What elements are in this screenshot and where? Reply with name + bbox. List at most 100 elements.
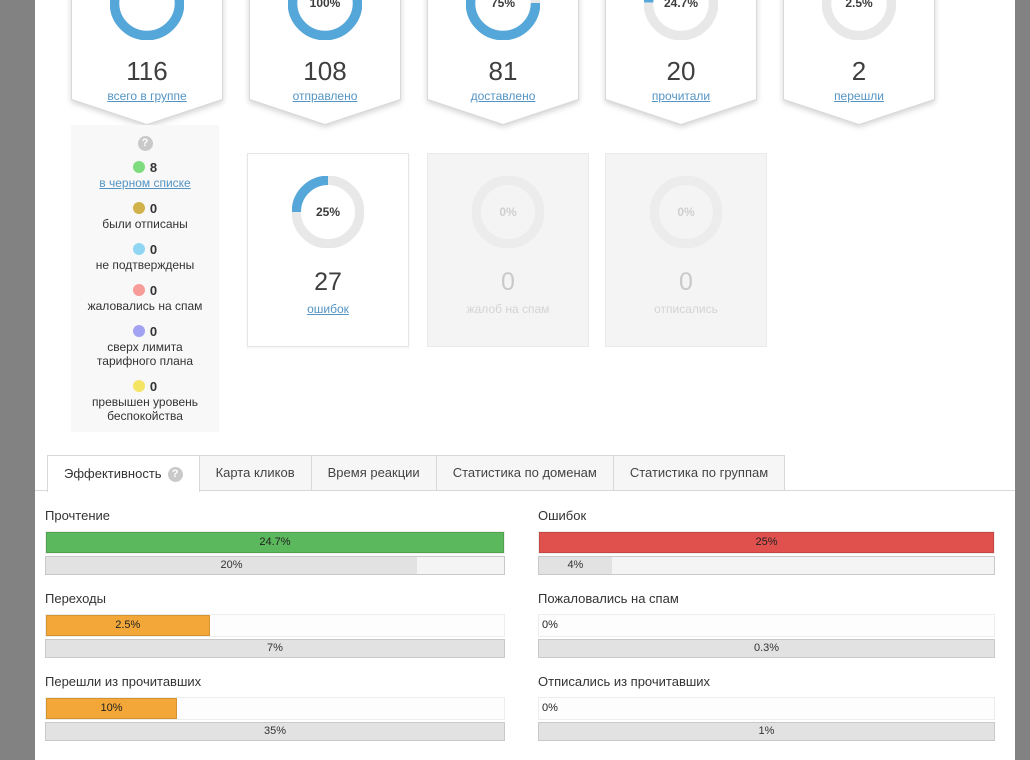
card-body (250, 0, 400, 124)
value-bar: 25% (538, 531, 995, 554)
card-shape (71, 0, 223, 125)
stat-value: 27 (314, 268, 342, 296)
help-icon[interactable]: ? (167, 466, 183, 482)
ring-track (822, 0, 896, 40)
card-shape (427, 0, 579, 125)
average-bar-label: 35% (263, 725, 287, 737)
donut-chart: 75% (466, 0, 540, 40)
stat-card-total: 116 всего в группе (71, 0, 223, 125)
value-bar-label: 0% (542, 619, 558, 631)
tab-label: Время реакции (327, 465, 420, 480)
unconfirmed-dot (132, 243, 145, 255)
donut-percent-label: 24.7% (663, 0, 699, 10)
stat-value: 81 (488, 56, 518, 86)
average-bar-fill: 7% (46, 640, 504, 657)
stat-card-spam: 0% 0 жалоб на спам (427, 153, 589, 347)
spam-dot (132, 284, 145, 296)
donut-percent-label: 100% (309, 0, 341, 10)
stat-link-clicked[interactable]: перешли (834, 89, 884, 103)
value-bar: 24.7% (45, 531, 505, 554)
average-bar: 35% (45, 722, 505, 741)
average-bar-fill: 0.3% (539, 640, 994, 657)
ring-progress (110, 0, 184, 40)
tab-label: Статистика по группам (629, 465, 769, 480)
tab-bar: Эффективность ? Карта кликов Время реакц… (47, 455, 786, 492)
chart-clicks: Переходы 2.5% 7% (45, 591, 505, 658)
ring-progress (292, 176, 364, 248)
charts-left-column: Прочтение 24.7% 20% Переходы (45, 508, 505, 757)
average-bar: 1% (538, 722, 995, 741)
effectiveness-panel: Прочтение 24.7% 20% Переходы (35, 490, 1015, 760)
chart-title: Переходы (45, 591, 106, 606)
legend-count: 0 (149, 378, 158, 394)
legend-item-blacklist: 8 в черном списке (71, 158, 219, 191)
tab-effectiveness[interactable]: Эффективность ? (47, 455, 200, 492)
tab-reaction-time[interactable]: Время реакции (310, 455, 437, 491)
average-bar-label: 1% (758, 725, 775, 737)
progress-ring (472, 176, 544, 248)
value-bar: 2.5% (45, 614, 505, 637)
blacklist-panel: ? 8 в черном списке 0 были отписаны 0 (71, 125, 219, 432)
legend-label: жаловались на спам (87, 299, 203, 313)
average-bar-fill: 4% (539, 557, 612, 574)
donut-percent-label (110, 0, 184, 40)
card-body (72, 0, 222, 124)
chart-title: Перешли из прочитавших (45, 674, 202, 689)
average-bar-label: 4% (567, 559, 584, 571)
donut-chart (110, 0, 184, 40)
average-bar-label: 7% (267, 642, 283, 654)
blacklist-link[interactable]: в черном списке (99, 176, 191, 190)
blacklist-dot (132, 161, 145, 173)
stat-value: 108 (303, 56, 347, 86)
legend-count: 0 (149, 200, 158, 216)
card-content: 100% 108 отправлено (249, 0, 401, 125)
donut-percent-label: 0% (677, 205, 695, 219)
stat-link-read[interactable]: прочитали (651, 89, 711, 103)
stat-link-delivered[interactable]: доставлено (470, 89, 536, 103)
average-bar-fill: 35% (46, 723, 504, 740)
value-bar-fill: 24.7% (46, 532, 504, 553)
stat-link-total[interactable]: всего в группе (107, 89, 187, 103)
progress-ring (110, 0, 184, 40)
stat-card-unsubscribed: 0% 0 отписались (605, 153, 767, 347)
average-bar-label: 0.3% (753, 642, 780, 654)
tab-click-map[interactable]: Карта кликов (198, 455, 312, 491)
legend-count: 0 (149, 323, 158, 339)
ring-track (644, 0, 718, 40)
average-bar-fill: 1% (539, 723, 994, 740)
tab-label: Карта кликов (215, 465, 295, 480)
stat-label-spam: жалоб на спам (466, 302, 550, 316)
value-bar-label: 10% (100, 702, 123, 714)
legend-head: 0 (71, 240, 219, 258)
donut-chart: 24.7% (644, 0, 718, 40)
legend-count: 8 (149, 159, 158, 175)
chart-read-rate: Прочтение 24.7% 20% (45, 508, 505, 575)
value-bar-label: 2.5% (115, 619, 141, 631)
donut-percent-label: 25% (315, 205, 341, 219)
chart-title: Пожаловались на спам (538, 591, 679, 606)
help-icon[interactable]: ? (137, 136, 153, 151)
value-bar: 10% (45, 697, 505, 720)
card-content: 24.7% 20 прочитали (605, 0, 757, 125)
ring-track (472, 176, 544, 248)
legend-head: 8 (71, 158, 219, 176)
stat-link-errors[interactable]: ошибок (307, 302, 349, 316)
tab-group-stats[interactable]: Статистика по группам (612, 455, 786, 491)
chart-title: Отписались из прочитавших (538, 674, 711, 689)
ring-progress (288, 0, 362, 40)
legend-label: сверх лимита тарифного плана (96, 340, 194, 368)
tab-label: Эффективность (64, 466, 162, 481)
legend-count: 0 (149, 282, 158, 298)
card-content: 2.5% 2 перешли (783, 0, 935, 125)
chart-errors: Ошибок 25% 4% (538, 508, 995, 575)
stat-value: 20 (666, 56, 696, 86)
value-bar-fill: 2.5% (46, 615, 210, 636)
stat-link-sent[interactable]: отправлено (292, 89, 358, 103)
card-content: 75% 81 доставлено (427, 0, 579, 125)
donut-chart: 25% (292, 176, 364, 248)
stat-value: 2 (851, 56, 867, 86)
stat-card-sent: 100% 108 отправлено (249, 0, 401, 125)
tab-domain-stats[interactable]: Статистика по доменам (435, 455, 614, 491)
legend-head: 0 (71, 322, 219, 340)
